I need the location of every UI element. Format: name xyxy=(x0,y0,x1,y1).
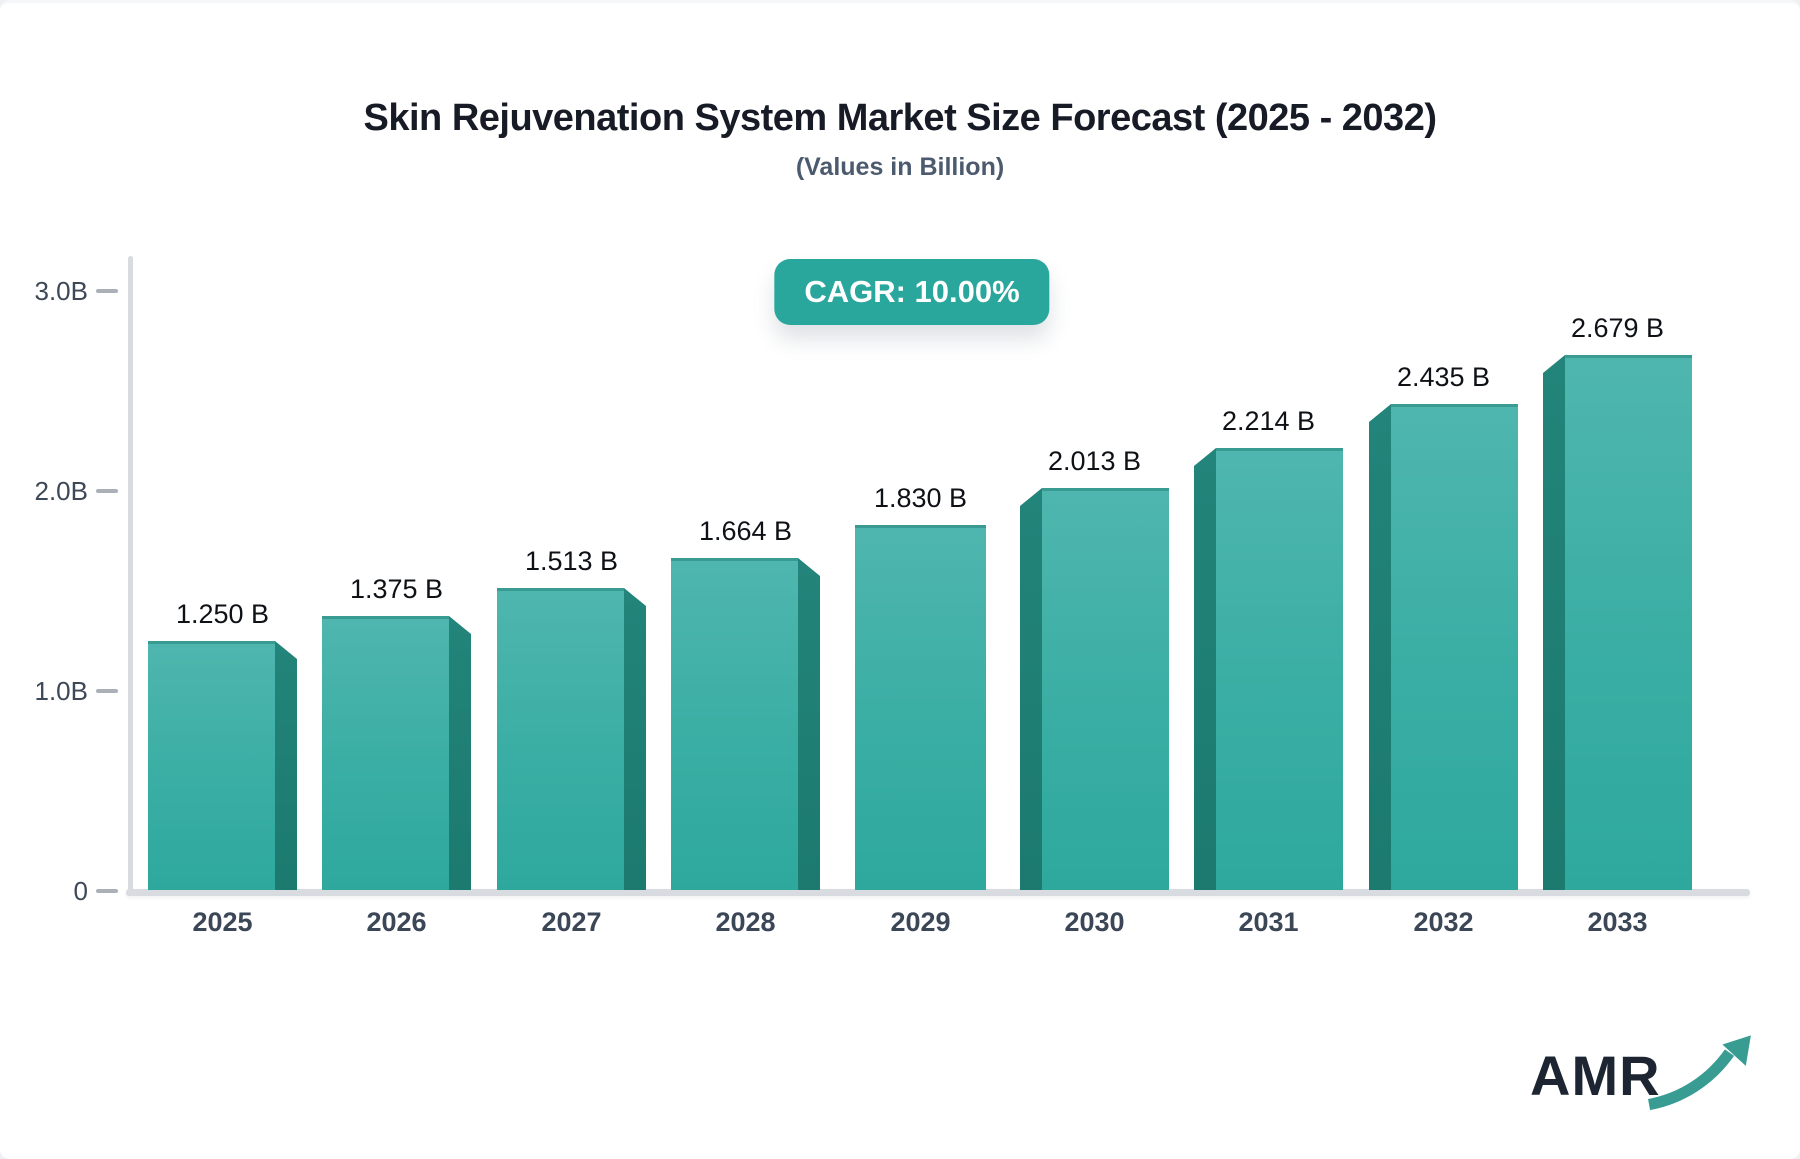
bar-face xyxy=(1216,448,1343,890)
bar-side-3d xyxy=(275,641,297,890)
x-axis-label: 2025 xyxy=(192,907,253,937)
bar-face xyxy=(497,588,624,890)
bar-side-3d xyxy=(1369,404,1391,890)
x-axis-line xyxy=(126,889,1750,896)
bar-2030 xyxy=(1020,488,1169,890)
bar-2032 xyxy=(1369,404,1518,890)
chart-title: Skin Rejuvenation System Market Size For… xyxy=(363,97,1437,139)
amr-logo-text: AMR xyxy=(1530,1043,1661,1107)
y-tick-mark xyxy=(96,689,118,693)
y-tick-mark xyxy=(96,489,118,493)
x-axis-label: 2032 xyxy=(1413,907,1474,937)
bar-2029 xyxy=(846,525,995,890)
y-tick-label: 3.0B xyxy=(34,276,89,306)
x-axis-label: 2029 xyxy=(890,907,951,937)
x-axis-label: 2030 xyxy=(1064,907,1125,937)
bar-2025 xyxy=(148,641,297,890)
x-axis-label: 2031 xyxy=(1238,907,1299,937)
bar-value-label: 1.375 B xyxy=(349,574,444,604)
bar-value-label: 1.664 B xyxy=(698,516,793,546)
bar-value-label: 2.013 B xyxy=(1047,446,1142,476)
bar-value-label: 2.435 B xyxy=(1396,362,1491,392)
bar-value-label: 1.513 B xyxy=(524,546,619,576)
bar-side-3d xyxy=(624,588,646,890)
bar-face xyxy=(322,616,449,890)
y-tick-label: 2.0B xyxy=(34,476,89,506)
bar-2033 xyxy=(1543,355,1692,890)
bar-value-label: 2.214 B xyxy=(1221,406,1316,436)
bar-face xyxy=(1042,488,1169,890)
y-tick-mark xyxy=(96,289,118,293)
growth-arrow-icon xyxy=(1647,1035,1751,1111)
y-tick-mark xyxy=(96,889,118,893)
bar-face xyxy=(1565,355,1692,890)
bar-face xyxy=(148,641,275,890)
bar-face xyxy=(671,558,798,890)
bar-side-3d xyxy=(1194,448,1216,890)
cagr-badge: CAGR: 10.00% xyxy=(774,259,1050,325)
bar-side-3d xyxy=(1543,355,1565,890)
bar-2027 xyxy=(497,588,646,890)
y-axis-line xyxy=(128,256,133,896)
bar-value-label: 1.250 B xyxy=(175,599,270,629)
x-axis-label: 2026 xyxy=(366,907,427,937)
x-axis-label: 2028 xyxy=(715,907,776,937)
bar-value-label: 1.830 B xyxy=(873,483,968,513)
x-axis-label: 2033 xyxy=(1587,907,1648,937)
y-tick-label: 0 xyxy=(73,876,88,906)
bar-side-3d xyxy=(798,558,820,890)
x-axis-label: 2027 xyxy=(541,907,602,937)
bar-2028 xyxy=(671,558,820,890)
bar-value-label: 2.679 B xyxy=(1570,313,1665,343)
amr-logo: AMR xyxy=(1530,1031,1757,1119)
y-tick-label: 1.0B xyxy=(34,676,89,706)
bar-2026 xyxy=(322,616,471,890)
bar-2031 xyxy=(1194,448,1343,890)
bar-face xyxy=(855,525,986,890)
bar-side-3d xyxy=(1020,488,1042,890)
bar-side-3d xyxy=(449,616,471,890)
bar-face xyxy=(1391,404,1518,890)
chart-subtitle: (Values in Billion) xyxy=(795,153,1005,181)
